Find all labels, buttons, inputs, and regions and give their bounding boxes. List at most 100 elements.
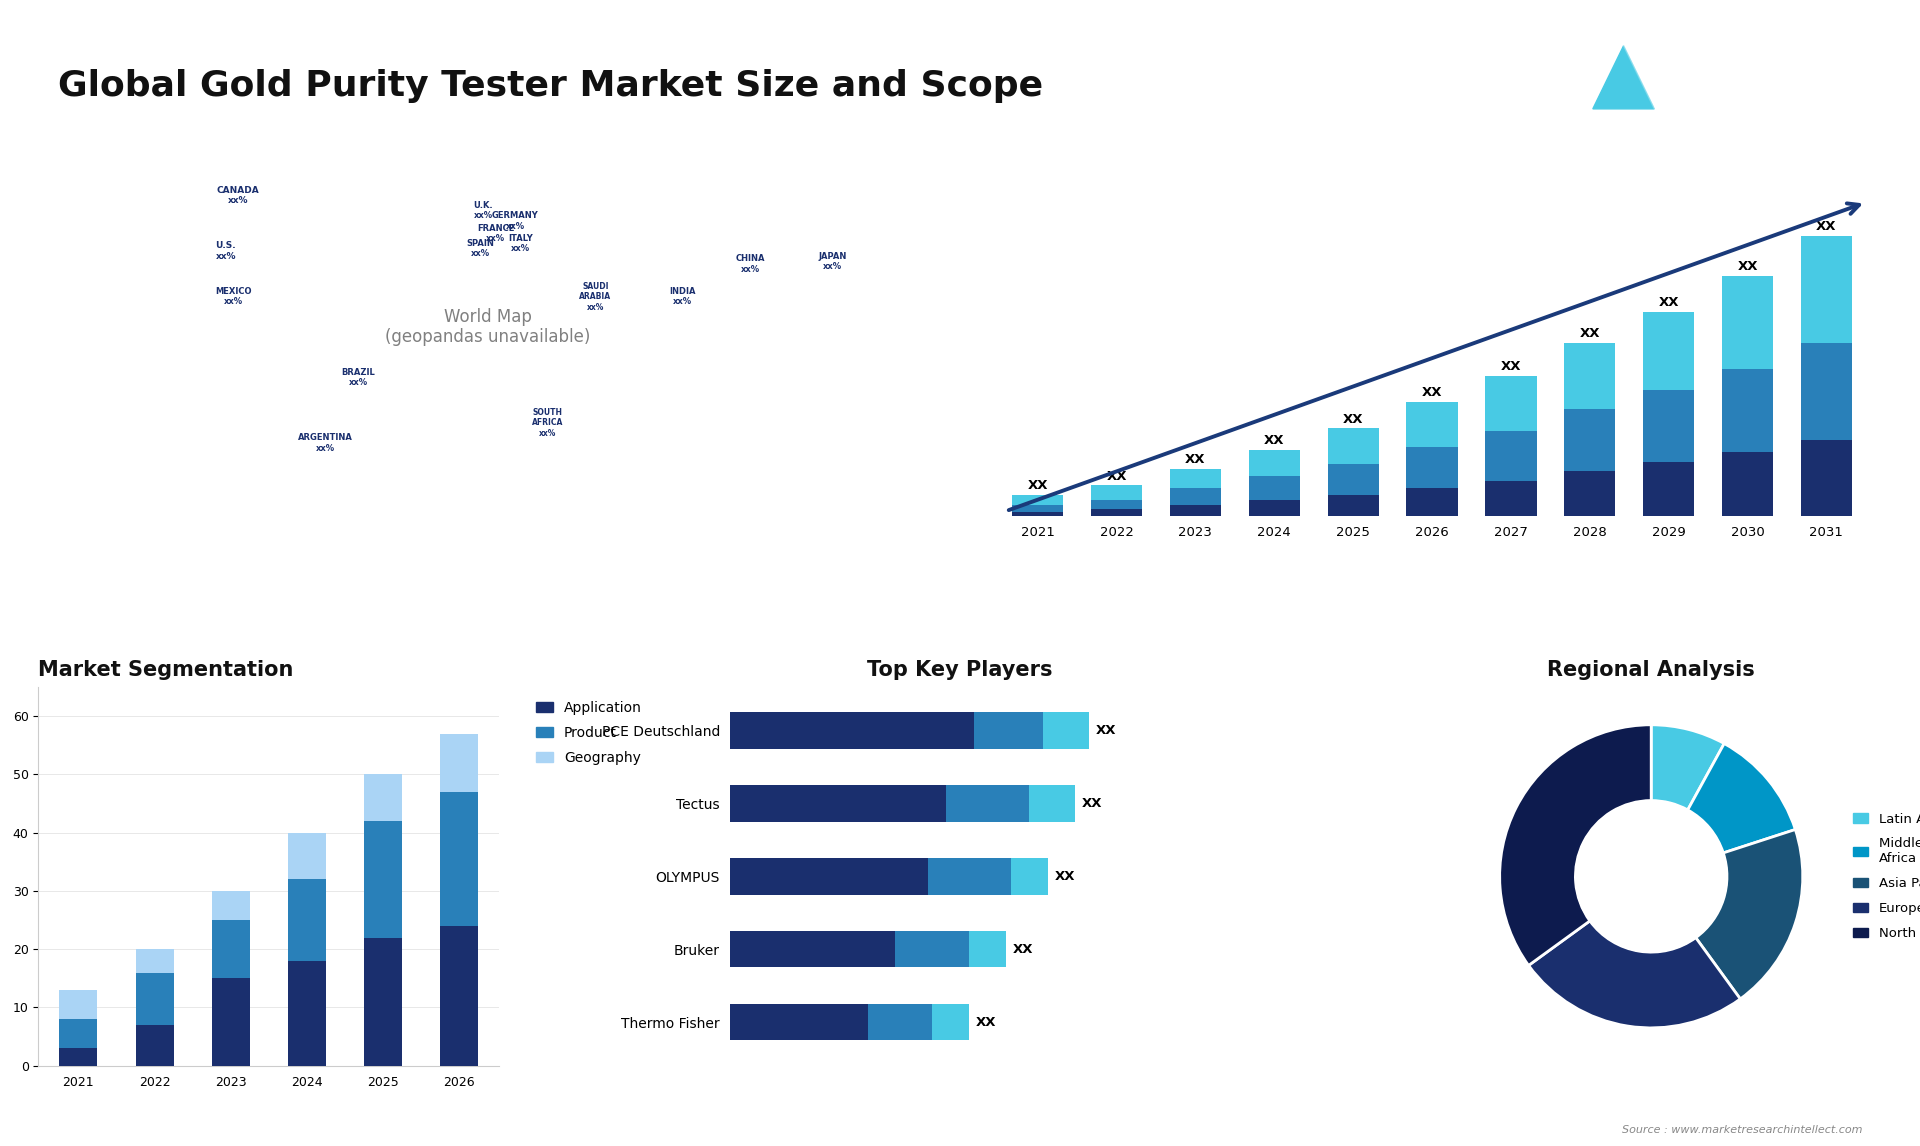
Text: XX: XX: [1580, 327, 1599, 340]
Bar: [730, 713, 973, 748]
Text: MARKET
RESEARCH
INTELLECT: MARKET RESEARCH INTELLECT: [1697, 62, 1759, 99]
Bar: [1248, 500, 1300, 517]
Bar: [211, 979, 250, 1066]
Bar: [136, 949, 173, 973]
Text: GERMANY
xx%: GERMANY xx%: [492, 211, 540, 230]
Text: XX: XX: [1659, 296, 1678, 309]
Text: XX: XX: [1106, 470, 1127, 482]
Bar: [1644, 391, 1693, 462]
Wedge shape: [1688, 744, 1795, 853]
Bar: [288, 833, 326, 879]
Text: U.S.
xx%: U.S. xx%: [215, 242, 236, 261]
Wedge shape: [1695, 830, 1803, 999]
Wedge shape: [1651, 724, 1724, 810]
Bar: [1043, 713, 1089, 748]
Text: BRAZIL
xx%: BRAZIL xx%: [342, 368, 374, 387]
Text: ARGENTINA
xx%: ARGENTINA xx%: [298, 433, 353, 453]
Polygon shape: [1624, 46, 1686, 109]
Text: SAUDI
ARABIA
xx%: SAUDI ARABIA xx%: [580, 282, 611, 312]
Text: Market Segmentation: Market Segmentation: [38, 660, 294, 680]
Bar: [60, 990, 98, 1019]
Legend: Latin America, Middle East &
Africa, Asia Pacific, Europe, North America: Latin America, Middle East & Africa, Asi…: [1847, 807, 1920, 945]
Text: XX: XX: [1027, 479, 1048, 492]
Bar: [288, 879, 326, 960]
Text: CANADA
xx%: CANADA xx%: [217, 186, 259, 205]
Bar: [1327, 429, 1379, 464]
Text: XX: XX: [1096, 724, 1116, 737]
Text: XX: XX: [1014, 943, 1033, 956]
Bar: [136, 1025, 173, 1066]
Bar: [1327, 464, 1379, 495]
Bar: [1248, 450, 1300, 476]
Bar: [365, 775, 401, 821]
Bar: [1565, 471, 1615, 517]
Bar: [1091, 486, 1142, 500]
Text: XX: XX: [1342, 413, 1363, 425]
Bar: [136, 973, 173, 1025]
Bar: [973, 713, 1043, 748]
Text: FRANCE
xx%: FRANCE xx%: [476, 223, 515, 243]
Bar: [1801, 343, 1853, 440]
Bar: [927, 858, 1010, 895]
Text: XX: XX: [1185, 453, 1206, 466]
Wedge shape: [1500, 724, 1651, 965]
Bar: [1012, 495, 1064, 504]
Circle shape: [1576, 801, 1726, 952]
Bar: [933, 1004, 970, 1041]
Bar: [1407, 488, 1457, 517]
Bar: [1029, 785, 1075, 822]
Bar: [1801, 236, 1853, 343]
Bar: [1169, 469, 1221, 488]
Bar: [1091, 500, 1142, 509]
Legend: Application, Product, Geography: Application, Product, Geography: [530, 693, 649, 772]
Bar: [1169, 488, 1221, 504]
Text: ITALY
xx%: ITALY xx%: [509, 234, 534, 253]
Bar: [1327, 495, 1379, 517]
Bar: [1722, 453, 1774, 517]
Text: XX: XX: [1423, 386, 1442, 400]
Bar: [1010, 858, 1048, 895]
Title: Regional Analysis: Regional Analysis: [1548, 660, 1755, 680]
Bar: [1644, 462, 1693, 517]
Wedge shape: [1528, 921, 1740, 1028]
Bar: [970, 931, 1006, 967]
Bar: [895, 931, 970, 967]
Text: XX: XX: [975, 1015, 996, 1029]
Bar: [730, 858, 927, 895]
Text: JAPAN
xx%: JAPAN xx%: [818, 252, 847, 270]
Title: Top Key Players: Top Key Players: [868, 660, 1052, 680]
Text: World Map
(geopandas unavailable): World Map (geopandas unavailable): [386, 307, 591, 346]
Text: XX: XX: [1263, 434, 1284, 447]
Text: XX: XX: [1054, 870, 1075, 882]
Bar: [211, 920, 250, 979]
Text: XX: XX: [1738, 260, 1759, 274]
Bar: [1801, 440, 1853, 517]
Bar: [1565, 343, 1615, 409]
Bar: [365, 937, 401, 1066]
Text: XX: XX: [1501, 360, 1521, 374]
Text: SOUTH
AFRICA
xx%: SOUTH AFRICA xx%: [532, 408, 564, 438]
Bar: [60, 1049, 98, 1066]
Bar: [1722, 369, 1774, 453]
Bar: [730, 931, 895, 967]
Bar: [211, 890, 250, 920]
Bar: [1486, 376, 1536, 431]
Bar: [730, 1004, 868, 1041]
Bar: [947, 785, 1029, 822]
Text: XX: XX: [1083, 796, 1102, 810]
Polygon shape: [1594, 46, 1655, 109]
Bar: [1091, 509, 1142, 517]
Bar: [1486, 480, 1536, 517]
Bar: [730, 785, 947, 822]
Bar: [1722, 276, 1774, 369]
Bar: [60, 1019, 98, 1049]
Bar: [288, 960, 326, 1066]
Bar: [1407, 447, 1457, 488]
Bar: [1644, 312, 1693, 391]
Bar: [365, 821, 401, 937]
Bar: [1565, 409, 1615, 471]
Text: CHINA
xx%: CHINA xx%: [735, 254, 764, 274]
Bar: [1012, 511, 1064, 517]
Bar: [868, 1004, 933, 1041]
Text: Source : www.marketresearchintellect.com: Source : www.marketresearchintellect.com: [1622, 1124, 1862, 1135]
